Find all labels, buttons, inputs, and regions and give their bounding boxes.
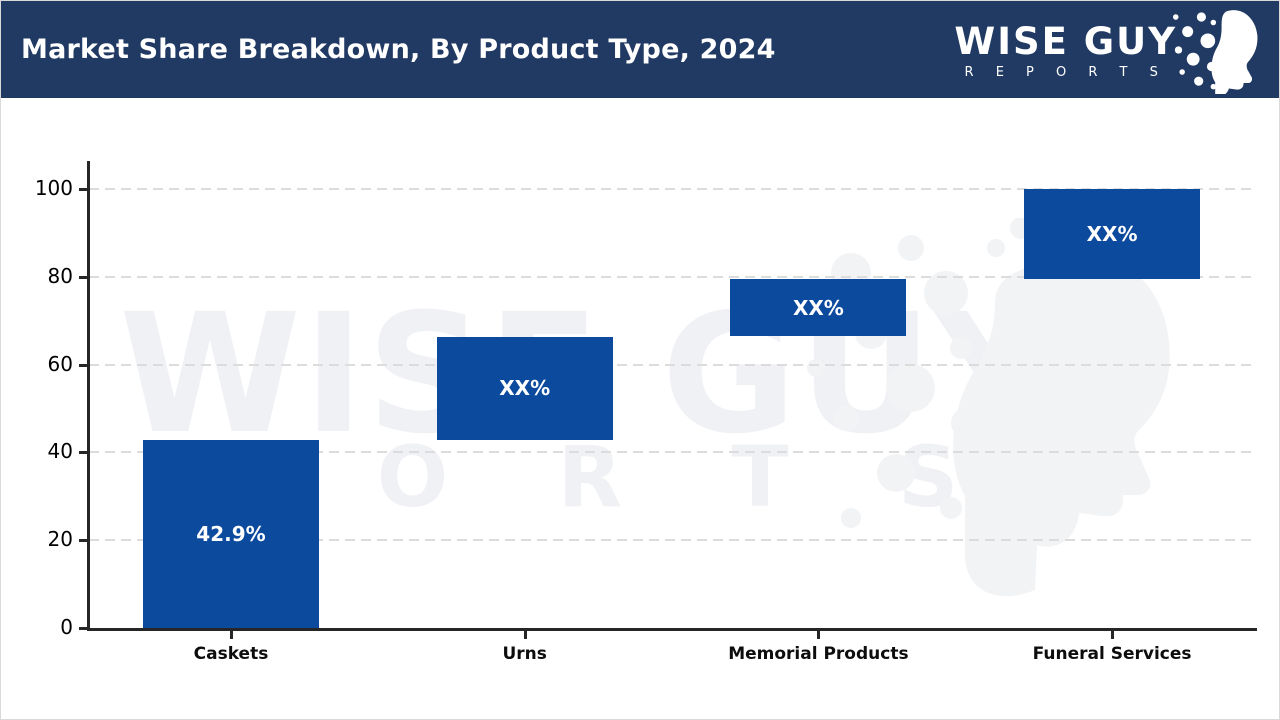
y-tick-mark-20 xyxy=(79,539,87,543)
chart-area: WISE GUY P O R T S 0 20 40 60 80 100 42.9% Cask… xyxy=(1,98,1279,719)
x-tick-mark-memorial-products xyxy=(817,631,821,639)
y-tick-label-20: 20 xyxy=(47,527,73,552)
y-tick-label-80: 80 xyxy=(47,263,73,288)
page-title: Market Share Breakdown, By Product Type,… xyxy=(21,34,776,65)
x-category-label-urns: Urns xyxy=(502,644,547,664)
brand-subname: R E P O R T S xyxy=(964,64,1167,80)
bar-funeral-services: XX% xyxy=(1024,189,1201,279)
x-tick-mark-urns xyxy=(523,631,527,639)
bar-memorial-products: XX% xyxy=(730,278,907,337)
x-tick-mark-funeral-services xyxy=(1111,631,1115,639)
brand-logo-text: WISE GUY R E P O R T S xyxy=(954,20,1177,80)
watermark-text-2: P O R T S xyxy=(206,428,999,526)
x-tick-mark-caskets xyxy=(230,631,233,639)
brand-logo: WISE GUY R E P O R T S xyxy=(954,6,1263,94)
x-category-label-memorial-products: Memorial Products xyxy=(728,644,909,664)
bar-value-label-funeral-services: XX% xyxy=(1086,221,1138,246)
brand-name: WISE GUY xyxy=(954,19,1177,63)
bar-value-label-urns: XX% xyxy=(499,376,551,401)
brand-face-icon xyxy=(1173,9,1258,94)
bar-value-label-caskets: 42.9% xyxy=(196,521,266,546)
y-tick-label-60: 60 xyxy=(47,351,73,376)
x-axis-line xyxy=(87,628,1257,631)
bar-value-label-memorial-products: XX% xyxy=(792,295,844,320)
y-tick-mark-0 xyxy=(79,627,87,630)
y-tick-mark-100 xyxy=(79,188,87,191)
gridline-y-60 xyxy=(89,363,1255,366)
y-tick-mark-60 xyxy=(79,363,87,367)
x-category-label-caskets: Caskets xyxy=(193,644,269,664)
gridline-y-100 xyxy=(89,188,1255,190)
bar-caskets: 42.9% xyxy=(143,439,319,628)
gridline-y-40 xyxy=(89,451,1255,454)
y-tick-label-100: 100 xyxy=(34,176,73,200)
bar-urns: XX% xyxy=(436,336,613,440)
y-tick-mark-80 xyxy=(79,275,87,279)
x-category-label-funeral-services: Funeral Services xyxy=(1032,644,1192,664)
header-bar: Market Share Breakdown, By Product Type,… xyxy=(1,1,1279,98)
y-axis-spine xyxy=(87,161,90,631)
y-tick-mark-40 xyxy=(79,451,87,455)
y-tick-label-0: 0 xyxy=(60,615,73,639)
gridline-y-20 xyxy=(89,539,1255,542)
y-tick-label-40: 40 xyxy=(47,439,73,464)
watermark-face-icon xyxy=(807,218,1170,597)
gridline-y-80 xyxy=(89,275,1255,278)
